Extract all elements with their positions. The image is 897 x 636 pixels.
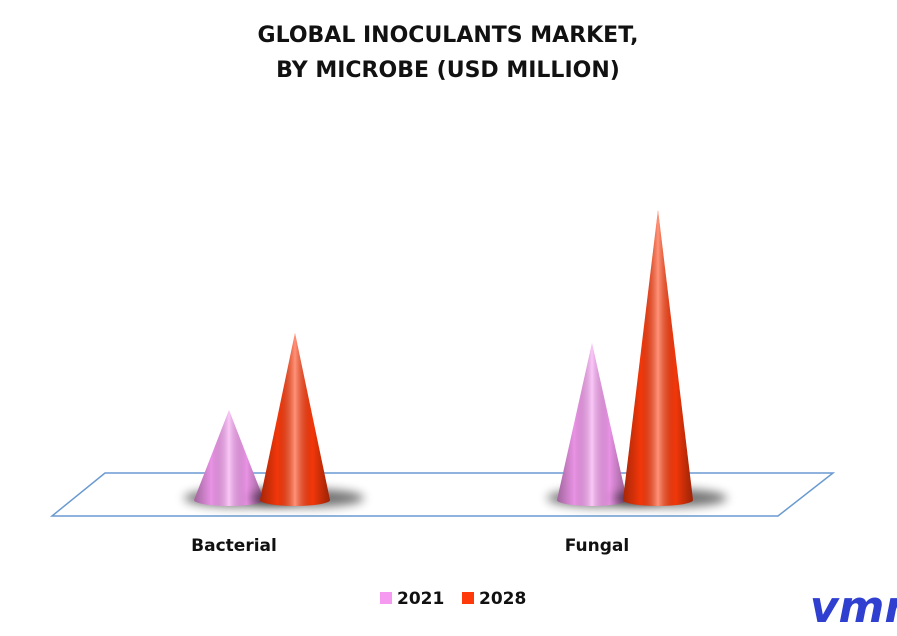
plot-area xyxy=(184,210,727,507)
legend-swatch xyxy=(462,592,474,604)
cone-shading xyxy=(260,333,330,506)
cone-shading xyxy=(194,410,264,506)
legend-label: 2028 xyxy=(479,589,526,609)
legend-swatch xyxy=(380,592,392,604)
cone-shading xyxy=(623,210,693,506)
legend-label: 2021 xyxy=(397,589,444,609)
cone-shading xyxy=(557,343,627,506)
logo: vmr xyxy=(810,582,897,632)
chart-title: BY MICROBE (USD MILLION) xyxy=(276,58,620,83)
chart-title: GLOBAL INOCULANTS MARKET, xyxy=(258,23,639,48)
x-tick-label: Bacterial xyxy=(191,536,277,556)
x-tick-label: Fungal xyxy=(565,536,629,556)
